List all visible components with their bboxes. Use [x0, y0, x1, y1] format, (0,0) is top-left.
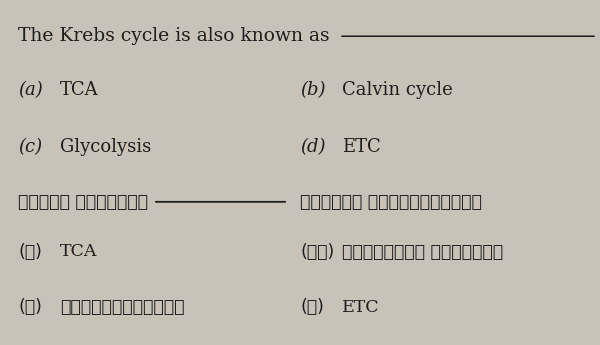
- Text: (b): (b): [300, 81, 325, 99]
- Text: எனவும் அழைக்கப்படு: எனவும் அழைக்கப்படு: [300, 193, 482, 211]
- Text: கால்வின் சுழற்சி: கால்வின் சுழற்சி: [342, 243, 503, 261]
- Text: ETC: ETC: [342, 298, 380, 316]
- Text: (ஆூ): (ஆூ): [300, 243, 334, 261]
- Text: ETC: ETC: [342, 138, 381, 156]
- Text: கிரப் சுழற்சி: கிரப் சுழற்சி: [18, 193, 148, 211]
- Text: The Krebs cycle is also known as: The Krebs cycle is also known as: [18, 27, 329, 45]
- Text: Glycolysis: Glycolysis: [60, 138, 151, 156]
- Text: (ஏ): (ஏ): [300, 298, 324, 316]
- Text: (d): (d): [300, 138, 325, 156]
- Text: கிளைக்காலிஸ்: கிளைக்காலிஸ்: [60, 298, 185, 316]
- Text: (c): (c): [18, 138, 42, 156]
- Text: TCA: TCA: [60, 243, 97, 260]
- Text: TCA: TCA: [60, 81, 98, 99]
- Text: (அ): (அ): [18, 243, 42, 261]
- Text: (a): (a): [18, 81, 43, 99]
- Text: (இ): (இ): [18, 298, 42, 316]
- Text: Calvin cycle: Calvin cycle: [342, 81, 453, 99]
